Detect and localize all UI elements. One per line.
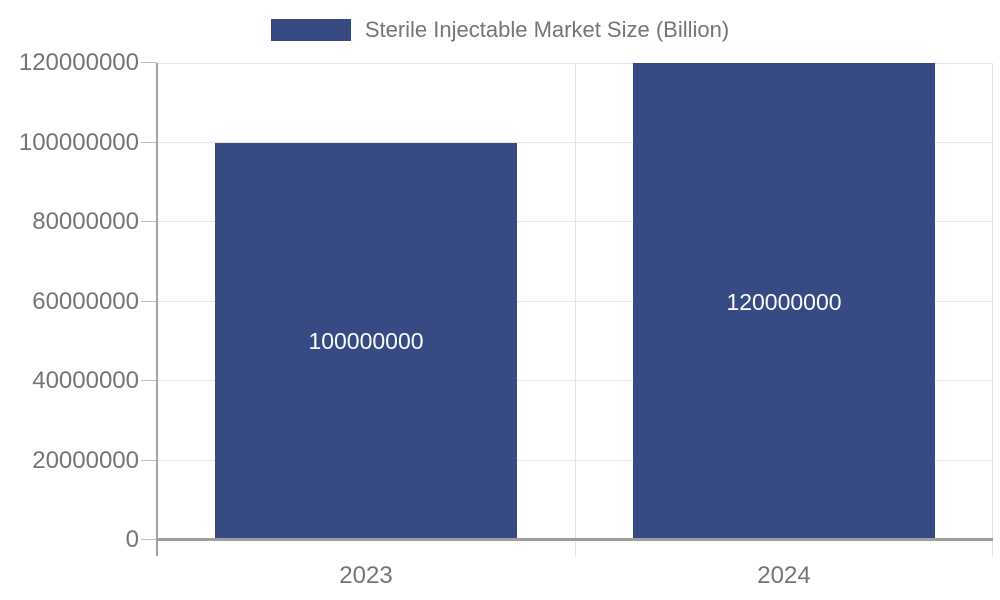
x-tick-label: 2023: [339, 562, 393, 589]
y-axis-tick: [141, 221, 157, 222]
y-tick-label: 120000000: [18, 49, 139, 76]
y-axis-line: [156, 63, 158, 556]
bar-value-label: 120000000: [726, 288, 842, 315]
y-axis-tick: [141, 380, 157, 381]
y-tick-label: 20000000: [32, 446, 139, 474]
y-axis-tick: [141, 459, 157, 461]
legend-swatch[interactable]: [270, 19, 351, 41]
x-tick-label: 2024: [757, 562, 811, 589]
bar-value-label: 100000000: [308, 328, 424, 355]
plot-area: 0 20000000 40000000 60000000 80000000 1000000…: [19, 50, 993, 589]
y-tick-label: 0: [125, 526, 139, 553]
bar[interactable]: [215, 142, 517, 540]
y-axis-tick: [141, 62, 157, 63]
y-tick-label: 40000000: [32, 367, 139, 394]
x-axis-line: [157, 538, 993, 541]
legend: Sterile Injectable Market Size (Billion): [0, 16, 1000, 44]
y-tick-label: 60000000: [32, 287, 139, 315]
bar[interactable]: [633, 63, 935, 540]
y-axis-tick: [141, 300, 157, 302]
category-divider-line: [574, 63, 576, 556]
y-tick-label: 100000000: [18, 128, 139, 156]
legend-label[interactable]: Sterile Injectable Market Size (Billion): [364, 17, 730, 42]
plot-right-border: [992, 63, 993, 556]
y-axis-tick: [141, 141, 157, 143]
y-tick-label: 80000000: [32, 208, 139, 235]
y-axis-tick: [141, 539, 157, 540]
